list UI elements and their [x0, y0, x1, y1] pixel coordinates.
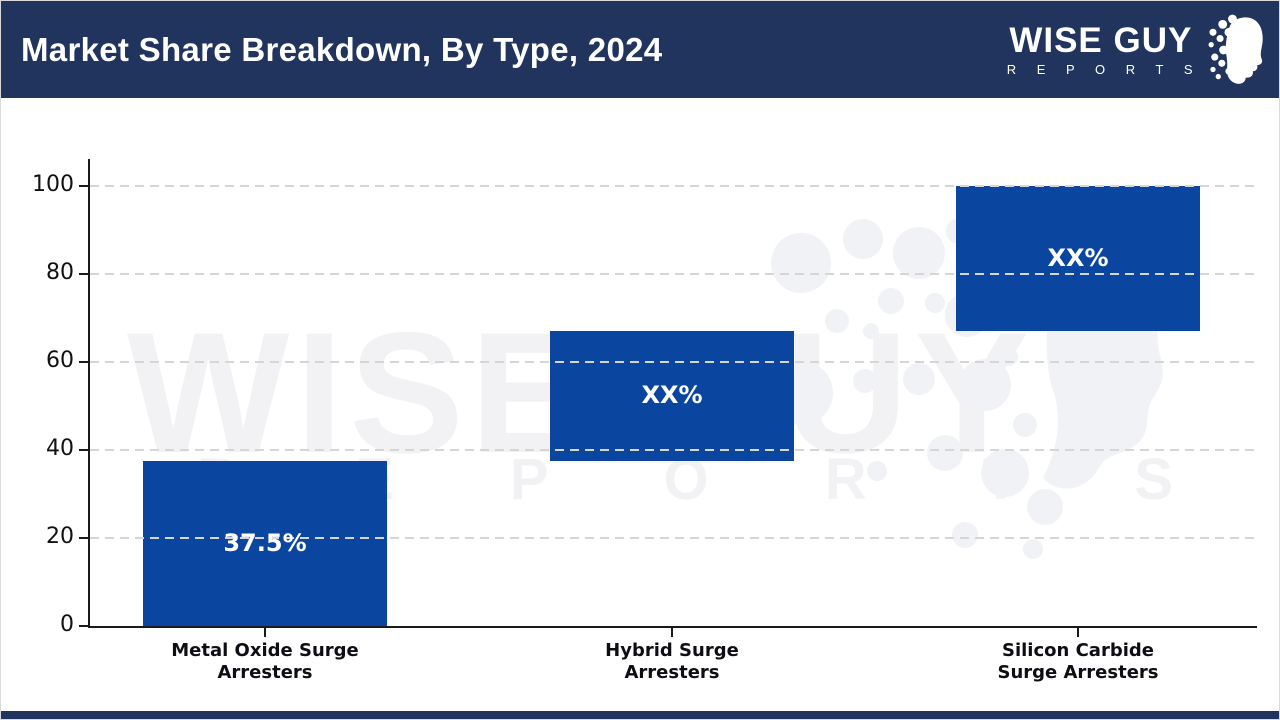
page-title: Market Share Breakdown, By Type, 2024 — [21, 30, 663, 68]
gridline-100 — [90, 185, 1259, 187]
bar-value-label: 37.5% — [223, 528, 307, 557]
y-tick-mark — [79, 449, 88, 451]
x-category-label-line: Arresters — [624, 662, 720, 683]
bar-value-label: XX% — [641, 381, 703, 410]
y-tick-label: 40 — [46, 436, 74, 461]
y-tick-label: 100 — [32, 172, 74, 197]
x-category-label: Hybrid Surge Arresters — [512, 640, 832, 684]
x-tick-mark — [1077, 628, 1079, 637]
y-tick-mark — [79, 185, 88, 187]
y-tick-mark — [79, 361, 88, 363]
gridline-20 — [90, 537, 1259, 539]
brand-logo: WISE GUY R E P O R T S — [1001, 9, 1267, 91]
bar-1 — [143, 461, 387, 626]
y-tick-mark — [79, 273, 88, 275]
x-category-label-line: Hybrid Surge — [605, 640, 739, 661]
brand-logo-title: WISE GUY — [1009, 21, 1193, 60]
y-tick-label: 0 — [60, 612, 74, 637]
gridline-60 — [90, 361, 1259, 363]
x-category-label-line: Surge Arresters — [997, 662, 1159, 683]
dotted-face-profile-icon — [1208, 14, 1263, 84]
x-category-label-line: Arresters — [217, 662, 313, 683]
chart-area: WISE GUY R E P O R T S 0 20 40 60 80 100 37.5%… — [1, 98, 1279, 713]
header: Market Share Breakdown, By Type, 2024 WI… — [1, 1, 1279, 98]
x-tick-mark — [671, 628, 673, 637]
bar-2 — [550, 331, 794, 461]
x-category-label: Metal Oxide Surge Arresters — [105, 640, 425, 684]
y-tick-label: 20 — [46, 524, 74, 549]
brand-logo-subtitle: R E P O R T S — [1006, 62, 1201, 77]
x-category-label-line: Metal Oxide Surge — [171, 640, 359, 661]
y-tick-mark — [79, 625, 88, 627]
brand-logo-text: WISE GUY R E P O R T S — [1001, 21, 1201, 78]
x-axis-line — [88, 626, 1257, 628]
x-category-label: Silicon Carbide Surge Arresters — [918, 640, 1238, 684]
y-tick-mark — [79, 537, 88, 539]
gridline-80 — [90, 273, 1259, 275]
x-tick-mark — [264, 628, 266, 637]
bar-value-label: XX% — [1047, 243, 1109, 272]
x-category-label-line: Silicon Carbide — [1002, 640, 1154, 661]
footer-bar — [1, 711, 1279, 719]
y-axis-line — [88, 159, 90, 626]
y-tick-label: 80 — [46, 260, 74, 285]
y-tick-label: 60 — [46, 348, 74, 373]
gridline-40 — [90, 449, 1259, 451]
